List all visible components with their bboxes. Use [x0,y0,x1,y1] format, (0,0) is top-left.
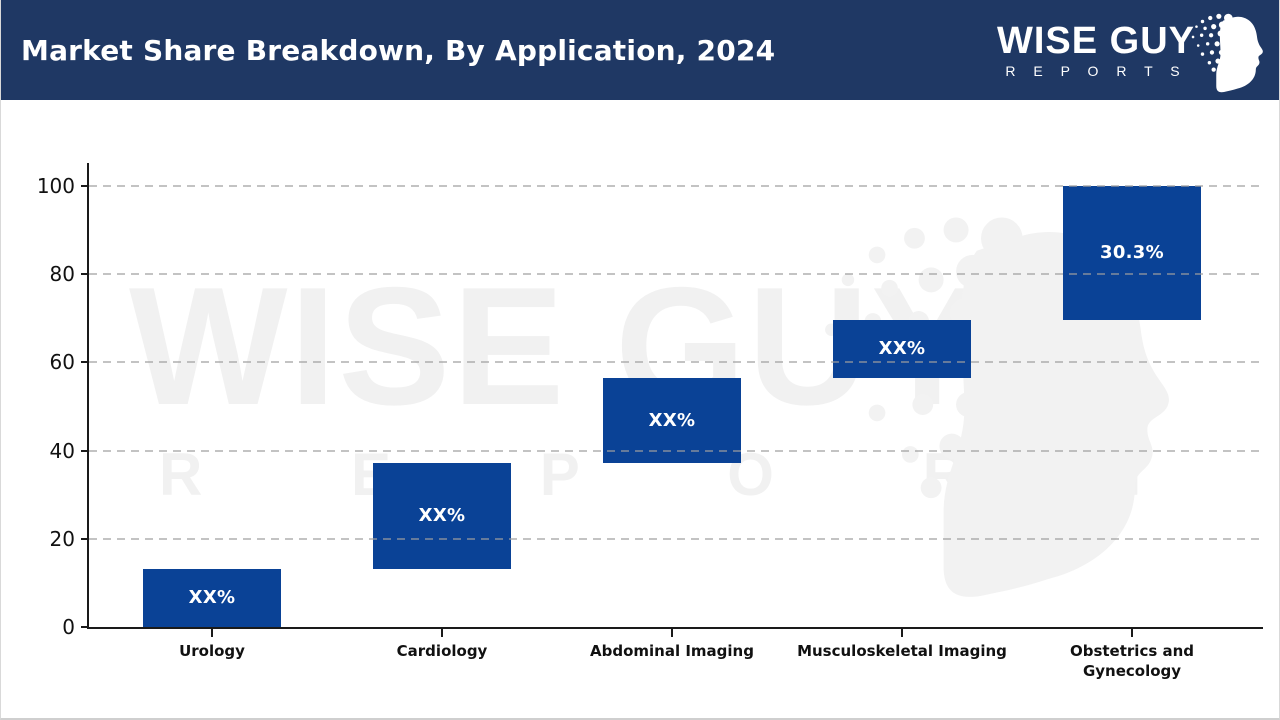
logo-wordmark-line2: R E P O R T S [1005,62,1187,79]
bar-abdominal-imaging: XX% [603,377,741,463]
bar-value-label: XX% [418,505,466,527]
y-gridline [89,273,1263,276]
bar-urology: XX% [143,568,281,627]
y-axis-spine [87,163,89,629]
y-tick-label: 80 [49,262,75,287]
y-tick-mark [81,537,89,540]
wiseguy-logo: WISE GUY R E P O R T S [997,0,1267,100]
y-tick-label: 60 [49,350,75,375]
bar-value-label: XX% [188,587,236,609]
bar-value-label: 30.3% [1100,242,1164,264]
y-gridline [89,537,1263,540]
bar-musculoskeletal-imaging: XX% [833,319,971,378]
y-tick-label: 20 [49,526,75,551]
logo-wordmark: WISE GUY R E P O R T S [997,22,1195,79]
y-gridline [89,185,1263,187]
y-tick-mark [81,449,89,452]
y-tick-label: 0 [62,615,75,639]
x-tick-mark [211,629,213,637]
logo-wordmark-line1: WISE GUY [996,19,1195,62]
y-tick-label: 100 [36,174,75,198]
bar-value-label: XX% [648,409,696,431]
x-tick-label: Cardiology [396,642,488,660]
x-tick-label: Abdominal Imaging [590,642,754,660]
y-tick-mark [81,626,89,628]
x-tick-mark [441,629,443,637]
bar-obstetrics-and-gynecology: 30.3% [1063,186,1201,320]
y-tick-label: 40 [49,438,75,463]
x-axis-spine [87,627,1263,629]
x-tick-mark [671,629,673,637]
x-tick-mark [901,629,903,637]
x-tick-label: Obstetrics and Gynecology [1069,642,1195,680]
y-tick-mark [81,361,89,364]
wiseguy-head-icon [1191,13,1263,93]
bar-value-label: XX% [878,338,926,360]
y-gridline [89,361,1263,364]
page-title: Market Share Breakdown, By Application, … [21,33,776,67]
y-gridline [89,449,1263,452]
x-tick-label: Musculoskeletal Imaging [797,642,1007,660]
y-tick-mark [81,273,89,276]
header-bar: Market Share Breakdown, By Application, … [1,0,1279,100]
x-tick-label: Urology [179,642,245,660]
x-tick-mark [1131,629,1133,637]
bar-cardiology: XX% [373,462,511,569]
y-tick-mark [81,185,89,187]
